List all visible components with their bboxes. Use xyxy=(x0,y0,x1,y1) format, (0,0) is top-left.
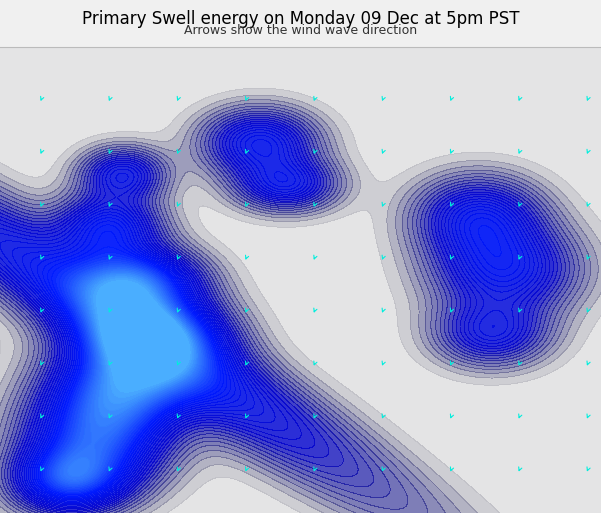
Text: Arrows show the wind wave direction: Arrows show the wind wave direction xyxy=(184,24,417,37)
Text: Primary Swell energy on Monday 09 Dec at 5pm PST: Primary Swell energy on Monday 09 Dec at… xyxy=(82,10,519,28)
